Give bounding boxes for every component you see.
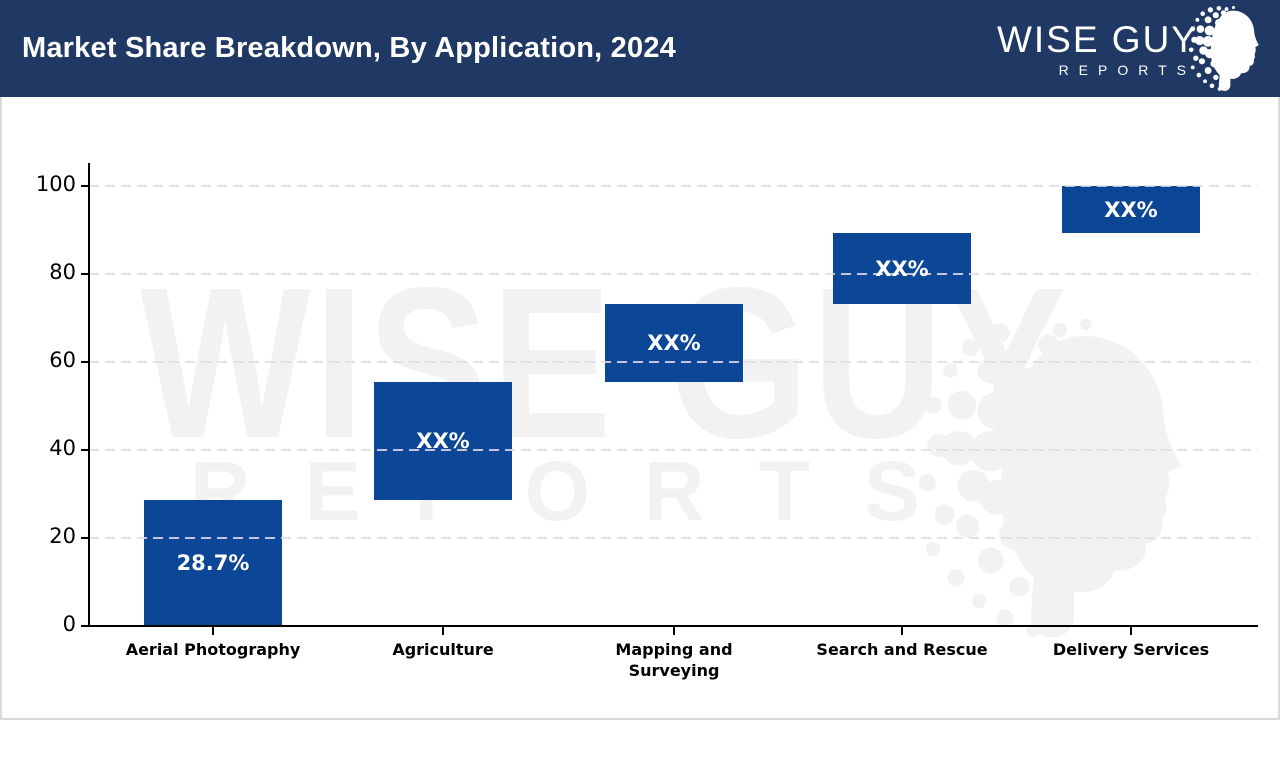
x-category-label: Mapping and Surveying bbox=[615, 640, 733, 680]
x-category-label: Delivery Services bbox=[1052, 640, 1210, 659]
gridline bbox=[89, 449, 1258, 451]
gridline bbox=[89, 361, 1258, 363]
x-axis-spine bbox=[87, 625, 1258, 627]
x-tick-mark bbox=[1130, 627, 1132, 635]
y-tick-mark bbox=[81, 185, 89, 187]
x-tick-mark bbox=[673, 627, 675, 635]
bar-value-label: 28.7% bbox=[176, 550, 250, 575]
plot-area: 0 20 40 60 80 100 28.7% Aerial Photography XX% Ag… bbox=[2, 0, 1280, 720]
page-title: Market Share Breakdown, By Application, … bbox=[22, 32, 676, 64]
y-tick-label: 100 bbox=[35, 172, 76, 196]
y-tick-label: 80 bbox=[49, 260, 76, 284]
x-category-label: Search and Rescue bbox=[816, 640, 988, 659]
y-tick-label: 60 bbox=[49, 348, 76, 372]
y-tick-label: 20 bbox=[49, 524, 76, 548]
y-tick-mark bbox=[81, 449, 89, 451]
gridline bbox=[89, 537, 1258, 539]
chart-canvas: WISE GUY REPORTS 02040608010028.7%Aerial… bbox=[2, 97, 1278, 716]
x-category-label: Agriculture bbox=[392, 640, 494, 659]
logo-subtext: REPORTS bbox=[1058, 61, 1196, 78]
y-tick-label: 0 bbox=[62, 612, 76, 636]
bar-value-label: XX% bbox=[875, 256, 929, 281]
y-tick-mark bbox=[81, 537, 89, 539]
y-tick-label: 40 bbox=[49, 436, 76, 460]
waterfall-bar-3 bbox=[605, 303, 743, 382]
y-tick-mark bbox=[81, 273, 89, 275]
wiseguy-logo: WISE GUY REPORTS bbox=[997, 6, 1266, 92]
y-axis-spine bbox=[88, 163, 90, 627]
x-category-label: Aerial Photography bbox=[125, 640, 301, 659]
waterfall-bar-5 bbox=[1062, 186, 1200, 234]
waterfall-bar-2 bbox=[374, 381, 512, 500]
gridline bbox=[89, 273, 1258, 275]
report-frame: Market Share Breakdown, By Application, … bbox=[0, 0, 1280, 720]
x-tick-mark bbox=[212, 627, 214, 635]
bar-value-label: XX% bbox=[647, 330, 701, 355]
waterfall-bar-4 bbox=[833, 233, 971, 304]
waterfall-bar-1 bbox=[144, 499, 282, 626]
header: Market Share Breakdown, By Application, … bbox=[0, 0, 1280, 97]
x-tick-mark bbox=[901, 627, 903, 635]
y-tick-mark bbox=[81, 361, 89, 363]
gridline bbox=[89, 185, 1258, 187]
x-tick-mark bbox=[442, 627, 444, 635]
logo-wordmark: WISE GUY bbox=[996, 18, 1198, 60]
y-tick-mark bbox=[81, 625, 89, 627]
bar-value-label: XX% bbox=[416, 428, 470, 453]
bar-value-label: XX% bbox=[1104, 197, 1158, 222]
logo-text: WISE GUY REPORTS bbox=[997, 21, 1198, 78]
